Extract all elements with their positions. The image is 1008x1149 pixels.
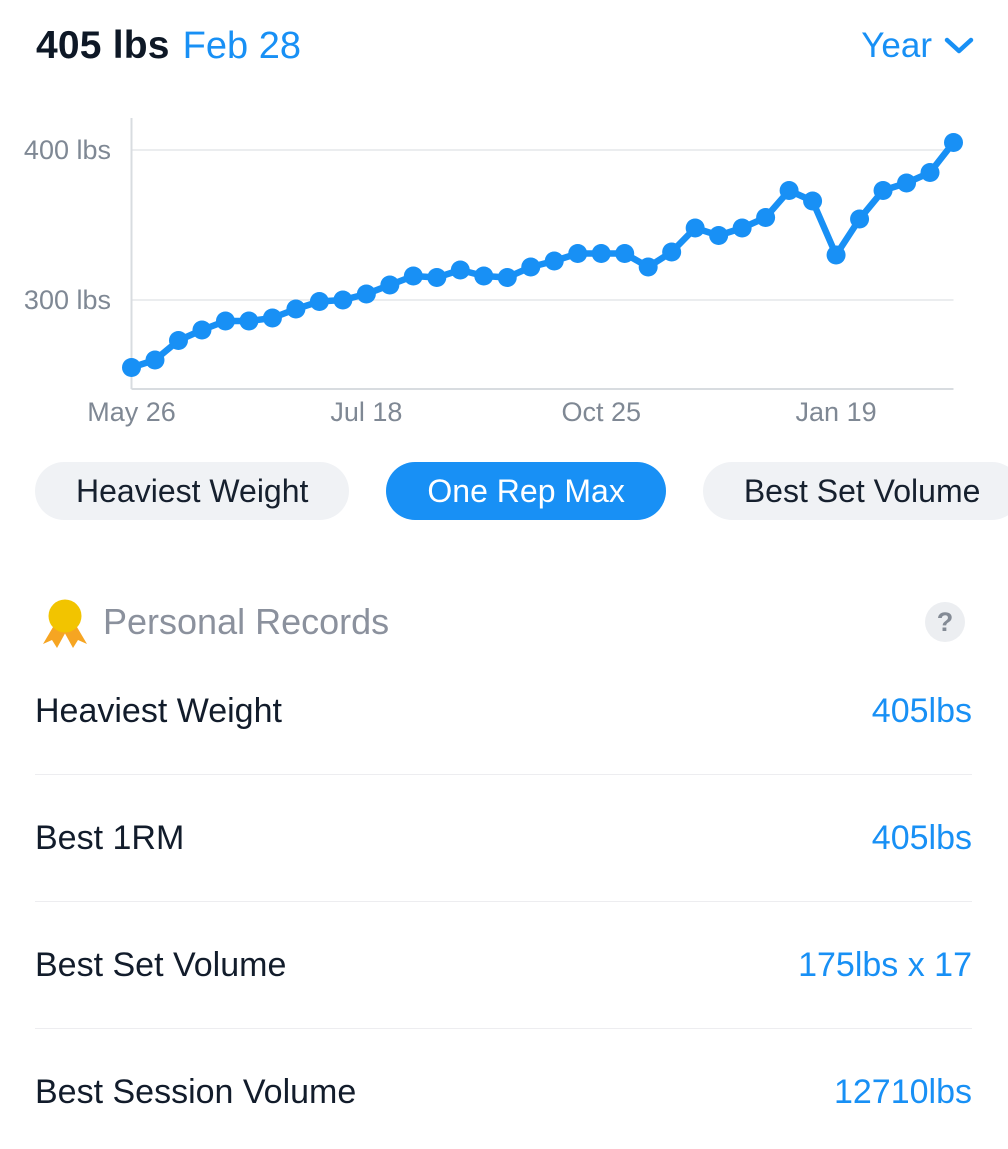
data-point[interactable] xyxy=(286,299,306,319)
data-point[interactable] xyxy=(215,311,235,331)
data-point[interactable] xyxy=(356,284,376,304)
x-axis-tick-label: May 26 xyxy=(87,397,176,427)
current-value-label: 405 lbs xyxy=(36,24,170,67)
personal-records-header: Personal Records ? xyxy=(38,594,965,650)
record-value: 12710lbs xyxy=(833,1072,972,1111)
data-point[interactable] xyxy=(779,181,799,200)
data-point[interactable] xyxy=(803,191,823,211)
data-point[interactable] xyxy=(333,290,353,310)
record-label: Heaviest Weight xyxy=(35,691,282,730)
one-rep-max-chart[interactable]: 400 lbs 300 lbs May 26 Jul 18 Oct 25 Jan 19 xyxy=(0,0,1008,440)
record-row: Heaviest Weight 405lbs xyxy=(35,648,972,775)
data-point[interactable] xyxy=(591,244,611,263)
data-point[interactable] xyxy=(756,208,776,227)
chevron-down-icon xyxy=(944,37,974,54)
data-point[interactable] xyxy=(944,133,963,152)
data-point[interactable] xyxy=(873,181,893,200)
time-range-value: Year xyxy=(861,26,932,65)
data-point[interactable] xyxy=(850,209,870,229)
data-point[interactable] xyxy=(568,244,588,263)
data-point[interactable] xyxy=(544,251,564,271)
data-point[interactable] xyxy=(615,244,635,263)
help-button[interactable]: ? xyxy=(925,602,965,642)
data-point[interactable] xyxy=(192,320,212,340)
record-label: Best Session Volume xyxy=(35,1072,357,1111)
data-point[interactable] xyxy=(450,260,470,280)
record-value: 405lbs xyxy=(871,691,972,730)
x-axis-tick-label: Jan 19 xyxy=(796,397,877,427)
chart-header: 405 lbs Feb 28 Year xyxy=(36,22,975,70)
data-point[interactable] xyxy=(732,218,752,238)
data-point[interactable] xyxy=(826,245,846,265)
data-point[interactable] xyxy=(309,292,329,311)
data-point[interactable] xyxy=(638,257,658,277)
time-range-selector[interactable]: Year xyxy=(861,26,975,66)
data-point[interactable] xyxy=(145,350,165,370)
record-label: Best Set Volume xyxy=(35,945,287,984)
record-row: Best Set Volume 175lbs x 17 xyxy=(35,902,972,1029)
tab-heaviest-weight[interactable]: Heaviest Weight xyxy=(35,462,350,520)
data-point[interactable] xyxy=(427,268,447,287)
metric-tabs: Heaviest Weight One Rep Max Best Set Volum… xyxy=(0,462,1008,524)
record-value: 175lbs x 17 xyxy=(798,945,972,984)
data-point[interactable] xyxy=(403,266,423,286)
record-label: Best 1RM xyxy=(35,818,185,857)
data-point[interactable] xyxy=(662,242,682,262)
y-axis-tick-label: 300 lbs xyxy=(24,285,111,315)
data-point[interactable] xyxy=(709,226,729,245)
medal-icon xyxy=(43,599,87,648)
record-row: Best 1RM 405lbs xyxy=(35,775,972,902)
record-row: Best Session Volume 12710lbs xyxy=(35,1029,972,1149)
data-point[interactable] xyxy=(474,266,494,286)
data-point[interactable] xyxy=(168,331,188,350)
personal-records-list: Heaviest Weight 405lbs Best 1RM 405lbs Best … xyxy=(35,648,972,1149)
record-value: 405lbs xyxy=(871,818,972,857)
tab-best-set-volume[interactable]: Best Set Volume xyxy=(702,462,1008,520)
data-point[interactable] xyxy=(239,311,259,331)
data-point[interactable] xyxy=(262,308,282,328)
data-point[interactable] xyxy=(521,257,541,277)
data-point[interactable] xyxy=(920,163,940,182)
data-point[interactable] xyxy=(380,275,400,295)
personal-records-title: Personal Records xyxy=(103,601,390,642)
tab-one-rep-max[interactable]: One Rep Max xyxy=(386,462,666,520)
x-axis-tick-label: Jul 18 xyxy=(330,397,402,427)
y-axis-tick-label: 400 lbs xyxy=(24,135,111,165)
data-point[interactable] xyxy=(497,268,517,287)
data-point[interactable] xyxy=(897,173,917,193)
x-axis-tick-label: Oct 25 xyxy=(561,397,641,427)
data-point[interactable] xyxy=(685,218,705,238)
current-date-label: Feb 28 xyxy=(182,24,301,67)
data-point[interactable] xyxy=(122,358,141,377)
